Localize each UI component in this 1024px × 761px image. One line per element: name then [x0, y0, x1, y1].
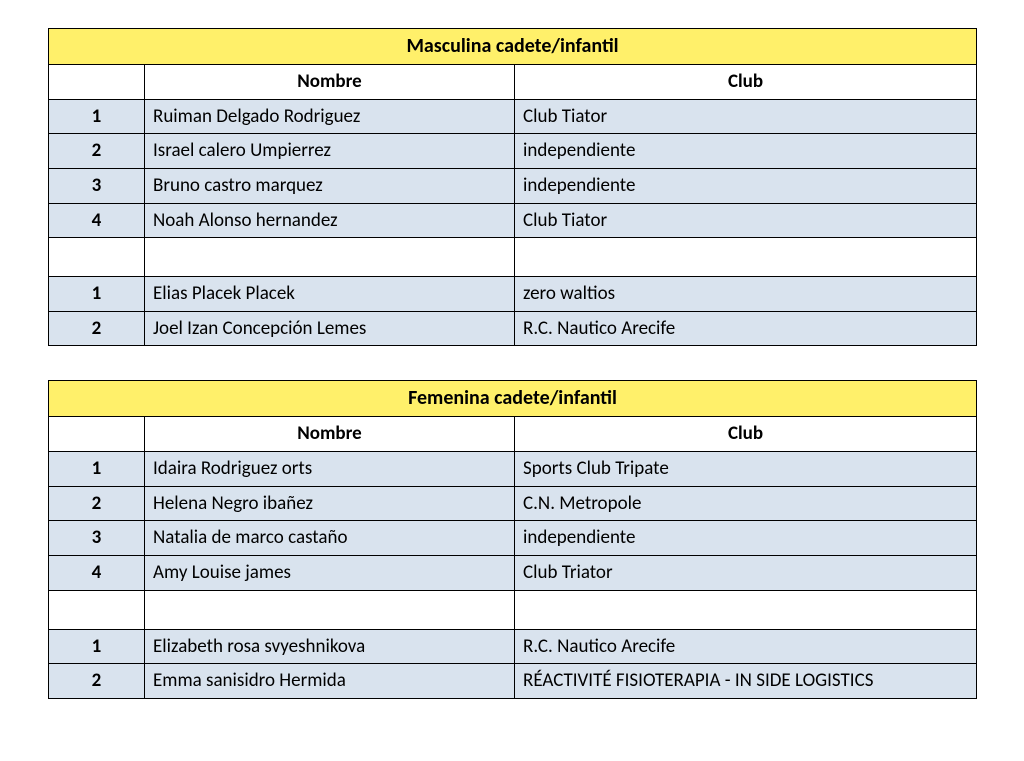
- cell-name: Noah Alonso hernandez: [145, 203, 515, 238]
- table-row: 4 Noah Alonso hernandez Club Tiator: [49, 203, 977, 238]
- cell-club: independiente: [515, 168, 977, 203]
- cell-rank: 4: [49, 203, 145, 238]
- cell-name: Natalia de marco castaño: [145, 521, 515, 556]
- cell-rank: 2: [49, 311, 145, 346]
- table-row: 1 Elizabeth rosa svyeshnikova R.C. Nauti…: [49, 629, 977, 664]
- cell-name: Amy Louise james: [145, 556, 515, 591]
- blank-row: [49, 590, 977, 629]
- header-name: Nombre: [145, 65, 515, 100]
- table-title: Masculina cadete/infantil: [49, 29, 977, 65]
- table-row: 2 Helena Negro ibañez C.N. Metropole: [49, 486, 977, 521]
- table-row: 4 Amy Louise james Club Triator: [49, 556, 977, 591]
- cell-name: Elias Placek Placek: [145, 277, 515, 312]
- cell-club: R.C. Nautico Arecife: [515, 629, 977, 664]
- cell-rank: 2: [49, 664, 145, 699]
- table-row: 1 Elias Placek Placek zero waltios: [49, 277, 977, 312]
- table-header-row: Nombre Club: [49, 417, 977, 452]
- cell-rank: 2: [49, 134, 145, 169]
- table-femenina: Femenina cadete/infantil Nombre Club 1 I…: [48, 380, 977, 698]
- header-name: Nombre: [145, 417, 515, 452]
- cell-rank: 2: [49, 486, 145, 521]
- cell-name: Elizabeth rosa svyeshnikova: [145, 629, 515, 664]
- cell-club: RÉACTIVITÉ FISIOTERAPIA - IN SIDE LOGIST…: [515, 664, 977, 699]
- cell-rank: 1: [49, 629, 145, 664]
- header-club: Club: [515, 65, 977, 100]
- cell-name: Idaira Rodriguez orts: [145, 452, 515, 487]
- table-row: 1 Ruiman Delgado Rodriguez Club Tiator: [49, 99, 977, 134]
- table-row: 3 Bruno castro marquez independiente: [49, 168, 977, 203]
- cell-name: Bruno castro marquez: [145, 168, 515, 203]
- cell-rank: 1: [49, 277, 145, 312]
- cell-name: Helena Negro ibañez: [145, 486, 515, 521]
- cell-name: Joel Izan Concepción Lemes: [145, 311, 515, 346]
- cell-rank: 4: [49, 556, 145, 591]
- table-title-row: Masculina cadete/infantil: [49, 29, 977, 65]
- table-row: 1 Idaira Rodriguez orts Sports Club Trip…: [49, 452, 977, 487]
- cell-club: independiente: [515, 521, 977, 556]
- cell-club: C.N. Metropole: [515, 486, 977, 521]
- header-rank: [49, 65, 145, 100]
- table-header-row: Nombre Club: [49, 65, 977, 100]
- cell-rank: 3: [49, 168, 145, 203]
- table-masculina: Masculina cadete/infantil Nombre Club 1 …: [48, 28, 977, 346]
- cell-name: Emma sanisidro Hermida: [145, 664, 515, 699]
- table-row: 2 Emma sanisidro Hermida RÉACTIVITÉ FISI…: [49, 664, 977, 699]
- cell-club: Club Tiator: [515, 203, 977, 238]
- table-row: 2 Joel Izan Concepción Lemes R.C. Nautic…: [49, 311, 977, 346]
- cell-club: independiente: [515, 134, 977, 169]
- header-rank: [49, 417, 145, 452]
- cell-rank: 1: [49, 99, 145, 134]
- table-title: Femenina cadete/infantil: [49, 381, 977, 417]
- cell-name: Israel calero Umpierrez: [145, 134, 515, 169]
- table-title-row: Femenina cadete/infantil: [49, 381, 977, 417]
- cell-club: Club Tiator: [515, 99, 977, 134]
- table-row: 2 Israel calero Umpierrez independiente: [49, 134, 977, 169]
- cell-club: zero waltios: [515, 277, 977, 312]
- table-row: 3 Natalia de marco castaño independiente: [49, 521, 977, 556]
- cell-club: Club Triator: [515, 556, 977, 591]
- cell-club: R.C. Nautico Arecife: [515, 311, 977, 346]
- cell-rank: 3: [49, 521, 145, 556]
- blank-row: [49, 238, 977, 277]
- cell-name: Ruiman Delgado Rodriguez: [145, 99, 515, 134]
- cell-rank: 1: [49, 452, 145, 487]
- cell-club: Sports Club Tripate: [515, 452, 977, 487]
- header-club: Club: [515, 417, 977, 452]
